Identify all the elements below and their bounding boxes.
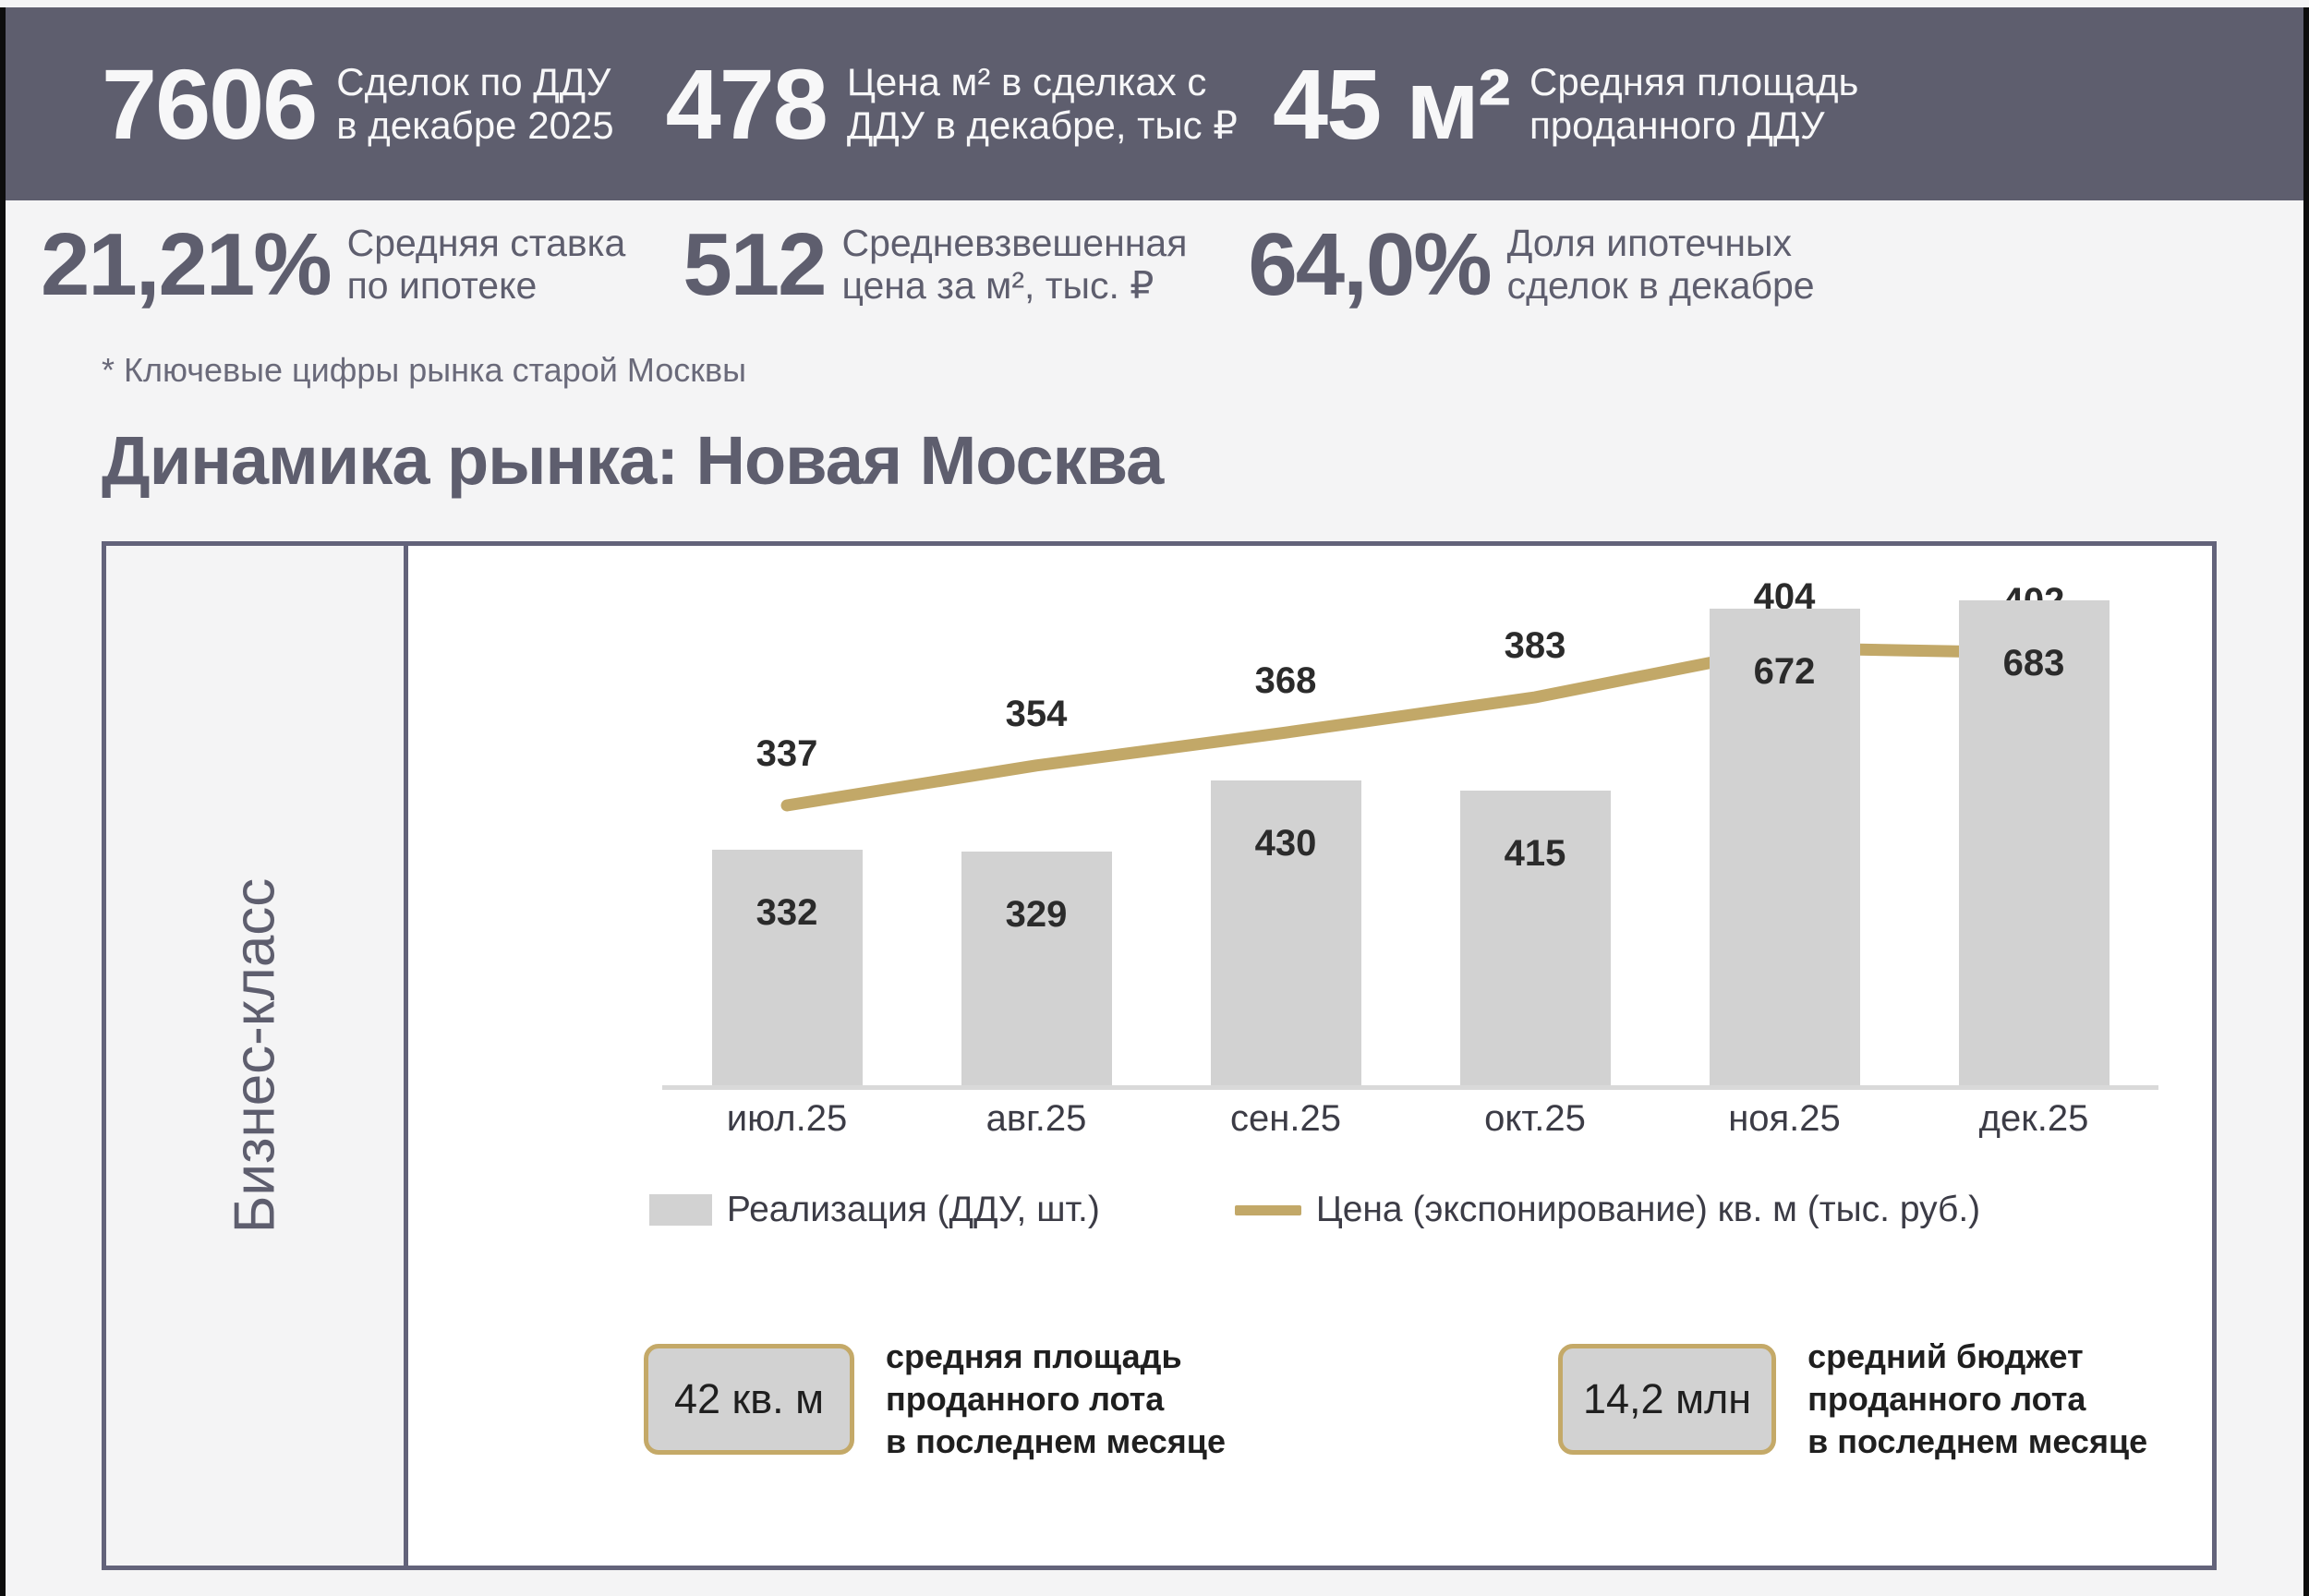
line-value-label: 337 [756,732,818,774]
slide-edge-left [0,0,6,1596]
bar-value-label: 415 [1504,833,1566,875]
kpi-card-average-area: 45 м² Средняя площадь проданного ДДУ [1273,47,1858,160]
kpi-value-price-per-sqm: 478 [665,47,828,160]
x-axis-label: авг.25 [985,1098,1087,1139]
x-axis-label: июл.25 [726,1098,848,1139]
x-axis-label: ноя.25 [1728,1098,1841,1139]
realization-bar-series: 332 329 430 415 672 683 [662,546,2158,1085]
chart-legend: Реализация (ДДУ, шт.) Цена (экспонирован… [413,1190,2217,1230]
bar-slot: 332 [662,546,912,1085]
bar-slot: 683 [1909,546,2158,1085]
kpi-label-rate-line1: Средняя ставка [346,222,626,265]
kpi-card-price-per-sqm: 478 Цена м² в сделках с ДДУ в декабре, т… [665,47,1238,160]
kpi-label-deals-line2: в декабре 2025 [336,103,614,148]
legend-swatch-line-icon [1234,1204,1301,1215]
kpi-value-mortgage-share: 64,0% [1248,214,1492,314]
badge-desc-budget-line2: проданного лота [1807,1380,2086,1419]
badge-value-area-box: 42 кв. м [644,1344,854,1456]
bar-slot: 329 [912,546,1161,1085]
bar: 672 [1709,608,1860,1085]
legend-label-bars: Реализация (ДДУ, шт.) [726,1190,1100,1229]
x-axis-label: дек.25 [1978,1098,2089,1139]
kpi-label-mortgage-share: Доля ипотечных сделок в декабре [1506,222,1815,308]
summary-badge-budget: 14,2 млн средний бюджет проданного лота … [1558,1336,2147,1463]
summary-badges: 42 кв. м средняя площадь проданного лота… [413,1326,2217,1502]
slide-edge-right [2303,0,2309,1596]
kpi-secondary-row: 21,21% Средняя ставка по ипотеке 512 Сре… [6,200,2303,330]
badge-desc-area: средняя площадь проданного лота в послед… [886,1336,1226,1463]
kpi-label-price-per-sqm: Цена м² в сделках с ДДУ в декабре, тыс ₽ [847,60,1238,147]
kpi-label-weighted-line1: Средневзвешенная [841,222,1188,265]
badge-desc-budget-line3: в последнем месяце [1807,1422,2148,1461]
bar: 683 [1958,600,2110,1085]
kpi-value-average-area: 45 м² [1273,47,1511,160]
kpi-card-mortgage-rate: 21,21% Средняя ставка по ипотеке [41,214,626,314]
legend-label-line: Цена (экспонирование) кв. м (тыс. руб.) [1315,1190,1981,1229]
kpi-label-average-area: Средняя площадь проданного ДДУ [1529,60,1858,147]
bar-slot: 430 [1161,546,1410,1085]
bar: 332 [711,849,863,1085]
slide-edge-top [0,0,2309,7]
page-title: Динамика рынка: Новая Москва [102,422,1164,499]
kpi-label-deals-line1: Сделок по ДДУ [336,60,611,104]
kpi-value-deals: 7606 [102,47,318,160]
bar-value-label: 332 [756,891,818,933]
kpi-label-price-line1: Цена м² в сделках с [846,60,1207,104]
bar-value-label: 683 [2002,643,2065,684]
kpi-label-share-line2: сделок в декабре [1506,264,1815,307]
badge-desc-area-line2: проданного лота [886,1380,1165,1419]
legend-item-bars: Реализация (ДДУ, шт.) [648,1190,1100,1230]
bar-value-label: 672 [1753,650,1816,692]
kpi-label-area-line2: проданного ДДУ [1529,103,1825,148]
summary-badge-area: 42 кв. м средняя площадь проданного лота… [644,1336,1226,1463]
kpi-card-deals: 7606 Сделок по ДДУ в декабре 2025 [102,47,614,160]
segment-label-column: Бизнес-класс [106,546,408,1566]
badge-value-area: 42 кв. м [673,1375,825,1423]
kpi-label-price-line2: ДДУ в декабре, тыс ₽ [846,103,1238,148]
legend-swatch-bar-icon [648,1194,712,1226]
badge-value-budget: 14,2 млн [1583,1375,1752,1423]
chart-baseline [662,1085,2158,1090]
x-axis-label: окт.25 [1484,1098,1586,1139]
bar: 430 [1210,780,1361,1085]
kpi-header-bar: 7606 Сделок по ДДУ в декабре 2025 478 Це… [6,7,2303,200]
line-value-label: 354 [1005,693,1068,734]
legend-item-line: Цена (экспонирование) кв. м (тыс. руб.) [1234,1190,1981,1230]
kpi-label-mortgage-rate: Средняя ставка по ипотеке [346,222,626,308]
segment-label: Бизнес-класс [223,877,287,1234]
kpi-footnote: * Ключевые цифры рынка старой Москвы [102,351,747,389]
kpi-label-area-line1: Средняя площадь [1529,60,1859,104]
line-value-label: 368 [1254,660,1317,702]
kpi-value-weighted-price: 512 [683,214,827,314]
kpi-label-deals: Сделок по ДДУ в декабре 2025 [336,60,613,147]
kpi-value-mortgage-rate: 21,21% [41,214,332,314]
bar-value-label: 430 [1254,822,1317,864]
badge-value-budget-box: 14,2 млн [1558,1344,1777,1456]
badge-desc-budget-line1: средний бюджет [1807,1337,2084,1375]
kpi-label-share-line1: Доля ипотечных [1506,222,1792,265]
line-value-label: 383 [1504,625,1566,667]
badge-desc-budget: средний бюджет проданного лота в последн… [1807,1336,2147,1463]
bar-value-label: 329 [1005,894,1068,936]
kpi-label-rate-line2: по ипотеке [346,264,538,307]
kpi-card-weighted-price: 512 Средневзвешенная цена за м², тыс. ₽ [683,214,1188,314]
x-axis-label: сен.25 [1230,1098,1341,1139]
kpi-label-weighted-price: Средневзвешенная цена за м², тыс. ₽ [841,222,1188,308]
bar: 415 [1459,791,1611,1085]
badge-desc-area-line3: в последнем месяце [886,1422,1226,1461]
kpi-card-mortgage-share: 64,0% Доля ипотечных сделок в декабре [1248,214,1815,314]
x-axis-labels: июл.25 авг.25 сен.25 окт.25 ноя.25 дек.25 [662,1098,2158,1140]
bar: 329 [961,852,1112,1085]
bar-slot: 672 [1660,546,1909,1085]
chart-panel: Бизнес-класс 337354368383404402 33232943… [102,541,2217,1570]
badge-desc-area-line1: средняя площадь [886,1337,1182,1375]
bar-slot: 415 [1410,546,1660,1085]
kpi-label-weighted-line2: цена за м², тыс. ₽ [841,264,1154,307]
